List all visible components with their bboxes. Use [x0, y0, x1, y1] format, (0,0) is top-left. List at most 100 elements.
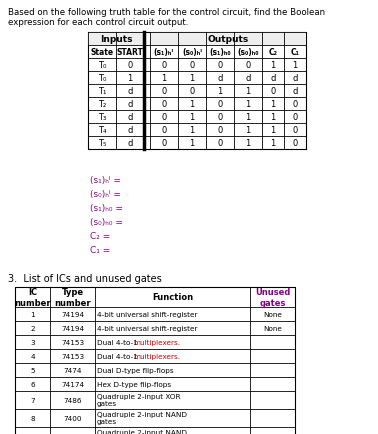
Text: d: d — [292, 74, 298, 83]
Text: (s₀)ₕ₀ =: (s₀)ₕ₀ = — [90, 217, 123, 227]
Text: 6: 6 — [30, 381, 35, 387]
Text: 74153: 74153 — [61, 353, 84, 359]
Text: 74174: 74174 — [61, 381, 84, 387]
Text: 7: 7 — [30, 397, 35, 403]
Text: 0: 0 — [161, 100, 167, 109]
Text: T₀: T₀ — [98, 74, 106, 83]
Text: 3.  List of ICs and unused gates: 3. List of ICs and unused gates — [8, 273, 162, 283]
Text: 0: 0 — [217, 61, 223, 70]
Text: multiplexers.: multiplexers. — [133, 353, 181, 359]
Text: 7474: 7474 — [63, 367, 82, 373]
Text: 8: 8 — [30, 415, 35, 421]
Text: Unused
gates: Unused gates — [255, 288, 290, 307]
Text: d: d — [292, 87, 298, 96]
Text: 0: 0 — [217, 100, 223, 109]
Text: 0: 0 — [292, 126, 297, 135]
Text: Outputs: Outputs — [208, 35, 249, 44]
Text: 1: 1 — [245, 87, 251, 96]
Text: None: None — [263, 325, 282, 331]
Text: 0: 0 — [161, 139, 167, 148]
Text: 1: 1 — [161, 74, 167, 83]
Text: T₄: T₄ — [98, 126, 106, 135]
Text: 0: 0 — [161, 113, 167, 122]
Text: (s₁)ₕᴵ =: (s₁)ₕᴵ = — [90, 176, 121, 184]
Text: 1: 1 — [245, 139, 251, 148]
Text: d: d — [127, 126, 133, 135]
Text: Quadruple 2-input NAND
gates: Quadruple 2-input NAND gates — [97, 411, 187, 424]
Text: 0: 0 — [217, 139, 223, 148]
Text: T₀: T₀ — [98, 61, 106, 70]
Text: 0: 0 — [292, 139, 297, 148]
Text: 0: 0 — [161, 61, 167, 70]
Text: C₂: C₂ — [268, 48, 277, 57]
Text: 0: 0 — [189, 61, 195, 70]
Text: (s₁)ₕ₀ =: (s₁)ₕ₀ = — [90, 204, 123, 213]
Bar — [88, 33, 144, 46]
Text: Based on the following truth table for the control circuit, find the Boolean: Based on the following truth table for t… — [8, 8, 325, 17]
Text: d: d — [245, 74, 251, 83]
Text: 0: 0 — [245, 61, 251, 70]
Text: Hex D-type flip-flops: Hex D-type flip-flops — [97, 381, 171, 387]
Bar — [88, 33, 306, 150]
Text: IC
number: IC number — [14, 288, 51, 307]
Text: d: d — [217, 74, 223, 83]
Text: multiplexers.: multiplexers. — [133, 339, 181, 345]
Text: 0: 0 — [292, 100, 297, 109]
Text: 7400: 7400 — [63, 433, 82, 434]
Text: 7400: 7400 — [63, 415, 82, 421]
Text: Inputs: Inputs — [100, 35, 132, 44]
Text: (s₀)ₕ₀: (s₀)ₕ₀ — [237, 48, 259, 57]
Text: 1: 1 — [217, 87, 223, 96]
Text: 74194: 74194 — [61, 311, 84, 317]
Text: Dual D-type flip-flops: Dual D-type flip-flops — [97, 367, 174, 373]
Text: 0: 0 — [189, 87, 195, 96]
Text: 1: 1 — [127, 74, 133, 83]
Text: T₂: T₂ — [98, 100, 106, 109]
Text: Quadruple 2-input XOR
gates: Quadruple 2-input XOR gates — [97, 394, 181, 407]
Text: None: None — [263, 311, 282, 317]
Text: 3: 3 — [30, 339, 35, 345]
Text: Dual 4-to-1: Dual 4-to-1 — [97, 353, 140, 359]
Text: State: State — [90, 48, 113, 57]
Text: 1: 1 — [189, 74, 195, 83]
Text: 1: 1 — [245, 126, 251, 135]
Text: 4: 4 — [30, 353, 35, 359]
Text: 1: 1 — [292, 61, 297, 70]
Text: 0: 0 — [217, 126, 223, 135]
Text: 1: 1 — [245, 100, 251, 109]
Text: 4-bit universal shift-register: 4-bit universal shift-register — [97, 311, 197, 317]
Text: (s₀)ₕᴵ =: (s₀)ₕᴵ = — [90, 190, 121, 198]
Text: Function: Function — [152, 293, 193, 302]
Text: 1: 1 — [189, 113, 195, 122]
Text: 9: 9 — [30, 433, 35, 434]
Text: 0: 0 — [161, 87, 167, 96]
Text: T₅: T₅ — [98, 139, 106, 148]
Text: START: START — [116, 48, 143, 57]
Text: Type
number: Type number — [54, 288, 91, 307]
Text: C₁: C₁ — [291, 48, 299, 57]
Text: (s₁)ₕ₀: (s₁)ₕ₀ — [209, 48, 231, 57]
Text: d: d — [127, 139, 133, 148]
Text: expression for each control circuit output.: expression for each control circuit outp… — [8, 18, 188, 27]
Text: 1: 1 — [189, 100, 195, 109]
Text: 2: 2 — [30, 325, 35, 331]
Text: 1: 1 — [270, 100, 276, 109]
Bar — [150, 33, 306, 46]
Text: d: d — [127, 87, 133, 96]
Text: 0: 0 — [217, 113, 223, 122]
Text: 1: 1 — [245, 113, 251, 122]
Text: 0: 0 — [292, 113, 297, 122]
Text: 0: 0 — [127, 61, 133, 70]
Text: 1: 1 — [30, 311, 35, 317]
Text: C₁ =: C₁ = — [90, 246, 110, 254]
Text: 74194: 74194 — [61, 325, 84, 331]
Text: 4-bit universal shift-register: 4-bit universal shift-register — [97, 325, 197, 331]
Bar — [15, 287, 295, 434]
Text: 7486: 7486 — [63, 397, 82, 403]
Text: 5: 5 — [30, 367, 35, 373]
Text: 1: 1 — [270, 139, 276, 148]
Text: d: d — [127, 100, 133, 109]
Text: d: d — [127, 113, 133, 122]
Text: 0: 0 — [161, 126, 167, 135]
Text: 1: 1 — [189, 139, 195, 148]
